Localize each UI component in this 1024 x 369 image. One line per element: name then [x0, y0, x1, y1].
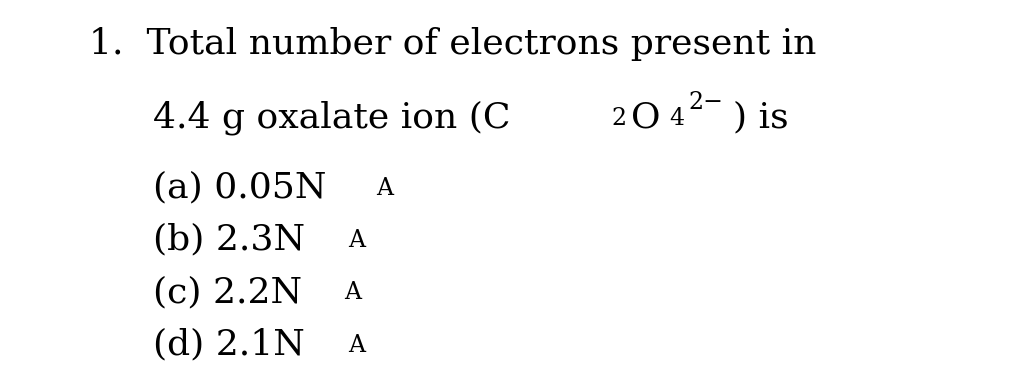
Text: ) is: ) is	[733, 101, 788, 135]
Text: (c) 2.2N: (c) 2.2N	[154, 275, 302, 309]
Text: O: O	[631, 101, 660, 135]
Text: A: A	[344, 282, 361, 304]
Text: 1.  Total number of electrons present in: 1. Total number of electrons present in	[89, 27, 816, 61]
Text: (b) 2.3N: (b) 2.3N	[154, 223, 305, 257]
Text: 4.4 g oxalate ion (C: 4.4 g oxalate ion (C	[154, 101, 511, 135]
Text: 2: 2	[611, 107, 627, 130]
Text: A: A	[376, 177, 393, 200]
Text: (d) 2.1N: (d) 2.1N	[154, 328, 305, 362]
Text: 4: 4	[669, 107, 684, 130]
Text: 2−: 2−	[688, 91, 723, 114]
Text: A: A	[348, 229, 366, 252]
Text: A: A	[348, 334, 365, 357]
Text: (a) 0.05N: (a) 0.05N	[154, 170, 327, 204]
